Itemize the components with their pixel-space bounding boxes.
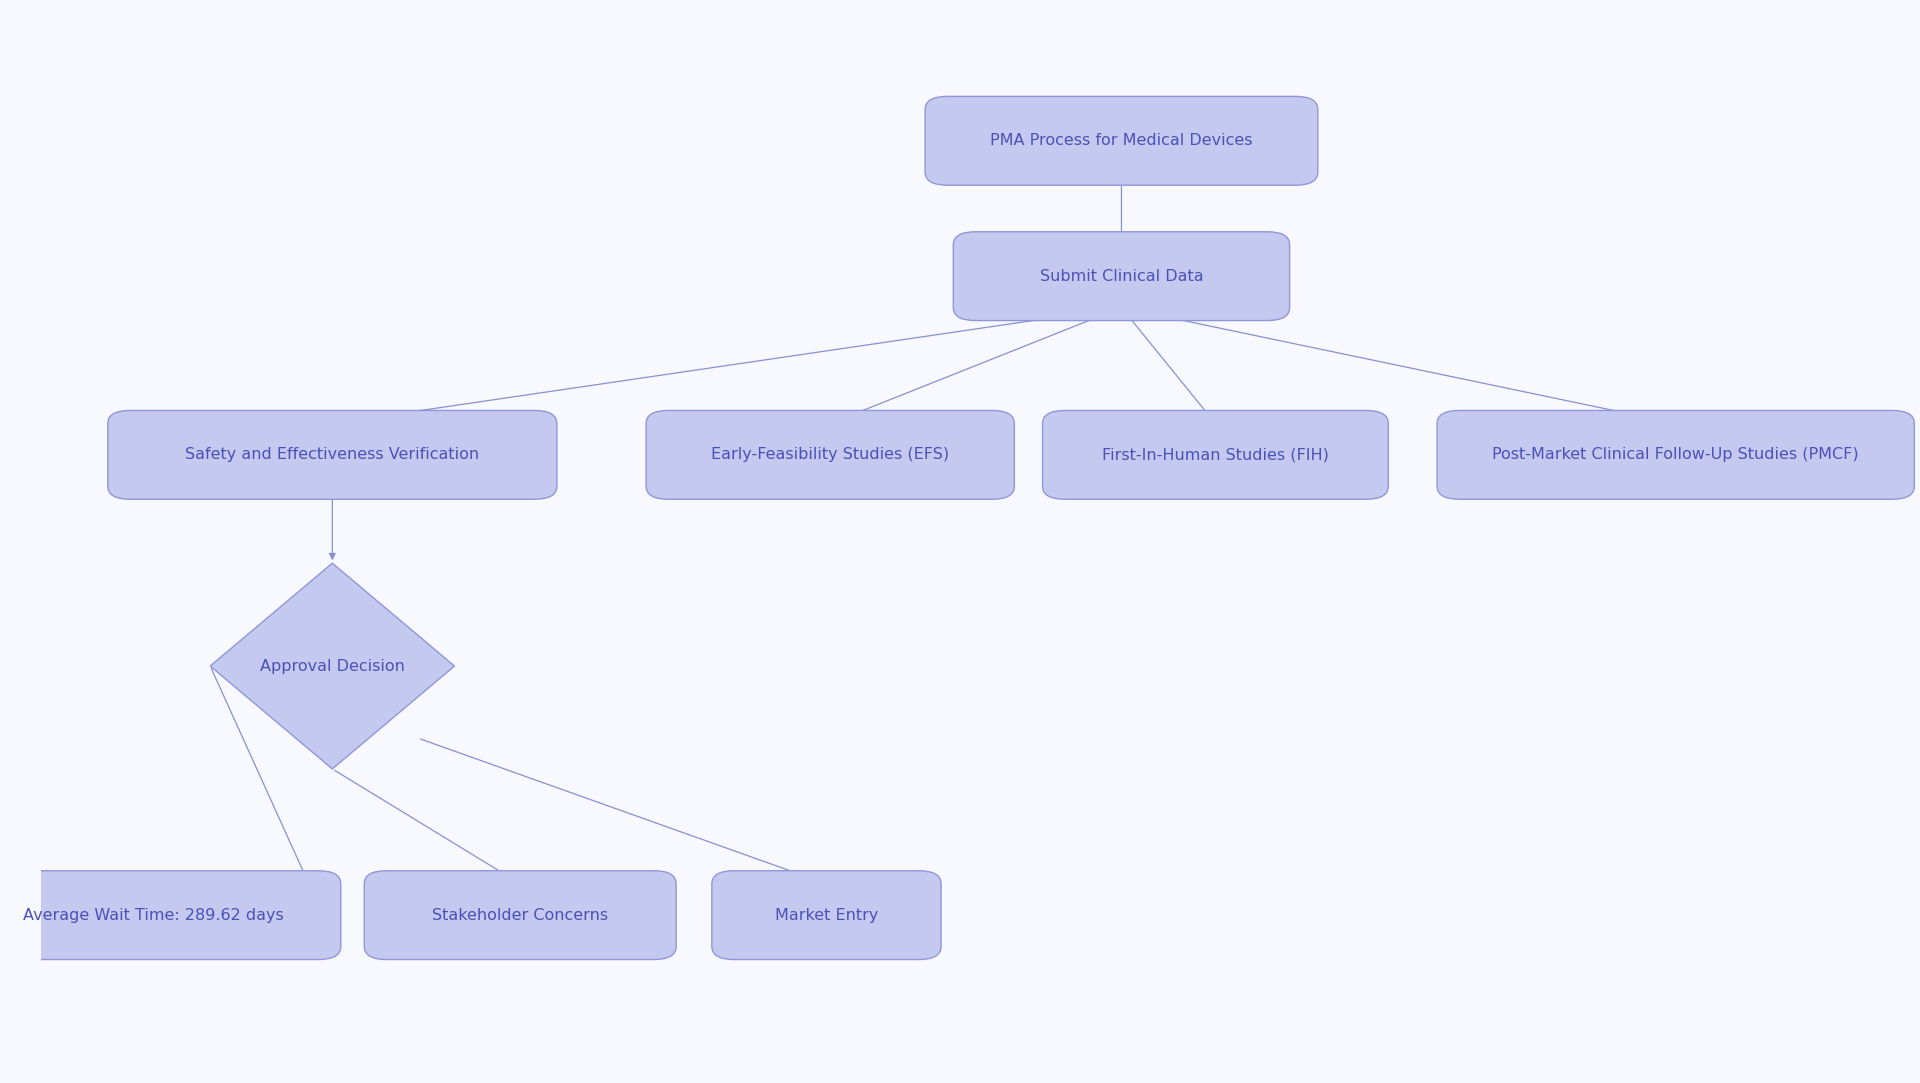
Text: Post-Market Clinical Follow-Up Studies (PMCF): Post-Market Clinical Follow-Up Studies (… (1492, 447, 1859, 462)
FancyBboxPatch shape (712, 871, 941, 960)
Text: Early-Feasibility Studies (EFS): Early-Feasibility Studies (EFS) (710, 447, 948, 462)
Polygon shape (209, 563, 455, 769)
FancyBboxPatch shape (0, 871, 340, 960)
Text: Submit Clinical Data: Submit Clinical Data (1039, 269, 1204, 284)
Text: Safety and Effectiveness Verification: Safety and Effectiveness Verification (184, 447, 480, 462)
FancyBboxPatch shape (1043, 410, 1388, 499)
FancyBboxPatch shape (1438, 410, 1914, 499)
Text: Stakeholder Concerns: Stakeholder Concerns (432, 908, 609, 923)
Text: First-In-Human Studies (FIH): First-In-Human Studies (FIH) (1102, 447, 1329, 462)
FancyBboxPatch shape (108, 410, 557, 499)
FancyBboxPatch shape (954, 232, 1290, 321)
Text: Market Entry: Market Entry (776, 908, 877, 923)
Text: PMA Process for Medical Devices: PMA Process for Medical Devices (991, 133, 1252, 148)
FancyBboxPatch shape (647, 410, 1014, 499)
FancyBboxPatch shape (365, 871, 676, 960)
Text: Approval Decision: Approval Decision (259, 658, 405, 674)
FancyBboxPatch shape (925, 96, 1317, 185)
Text: Average Wait Time: 289.62 days: Average Wait Time: 289.62 days (23, 908, 284, 923)
